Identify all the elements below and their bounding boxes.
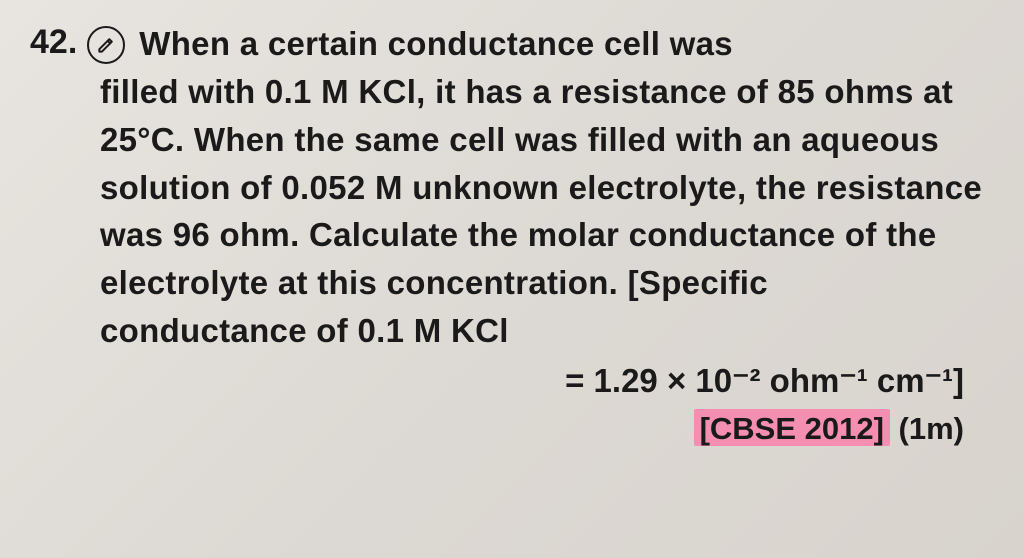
question-text-line1: When a certain conductance cell was [139, 20, 733, 68]
question-text-body: filled with 0.1 M KCl, it has a resistan… [146, 68, 984, 355]
tag-line: [CBSE 2012] (1m) [30, 411, 984, 447]
marks: (1m) [899, 411, 964, 446]
formula-line: = 1.29 × 10⁻² ohm⁻¹ cm⁻¹] [30, 357, 984, 405]
question-text-rest: filled with 0.1 M KCl, it has a resistan… [100, 68, 984, 355]
pencil-icon [87, 26, 125, 64]
question-number: 42. [30, 20, 77, 64]
question-first-line: 42. When a certain conductance cell was [30, 20, 984, 68]
exam-tag: [CBSE 2012] [694, 409, 890, 446]
page: 42. When a certain conductance cell was … [0, 0, 1024, 558]
